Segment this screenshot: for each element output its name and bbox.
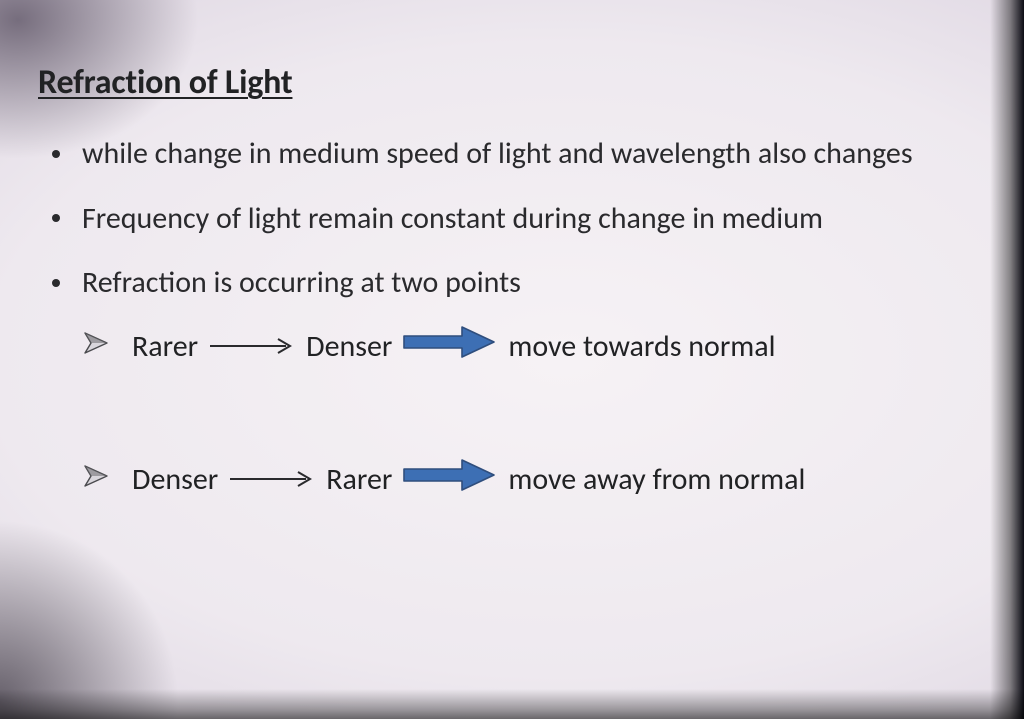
thick-arrow-icon [402, 325, 498, 368]
slide-surface: Refraction of Light while change in medi… [0, 0, 1024, 719]
thick-arrow-icon [402, 458, 498, 501]
thin-arrow-icon [208, 328, 296, 365]
bullet-item: while change in medium speed of light an… [38, 131, 980, 178]
chevron-bullet-icon [82, 329, 112, 359]
sub-bullet-row: Rarer Denser move towards normal [38, 325, 980, 368]
bullet-item: Frequency of light remain constant durin… [38, 196, 980, 243]
bullet-item: Refraction is occurring at two points [38, 260, 980, 307]
thin-arrow-icon [228, 461, 316, 498]
chevron-bullet-icon [82, 462, 112, 492]
slide-title: Refraction of Light [38, 62, 980, 103]
screen-edge-bottom [0, 689, 1024, 719]
result-text: move towards normal [508, 328, 775, 365]
medium-to: Rarer [326, 461, 392, 498]
vignette-bottom-left [0, 519, 180, 719]
bullet-list: while change in medium speed of light an… [38, 131, 980, 307]
medium-to: Denser [306, 328, 392, 365]
slide-content: Refraction of Light while change in medi… [38, 62, 980, 525]
sub-bullet-row: Denser Rarer move away from normal [38, 458, 980, 501]
medium-from: Denser [132, 461, 218, 498]
screen-edge-right [990, 0, 1024, 719]
result-text: move away from normal [508, 461, 805, 498]
medium-from: Rarer [132, 328, 198, 365]
